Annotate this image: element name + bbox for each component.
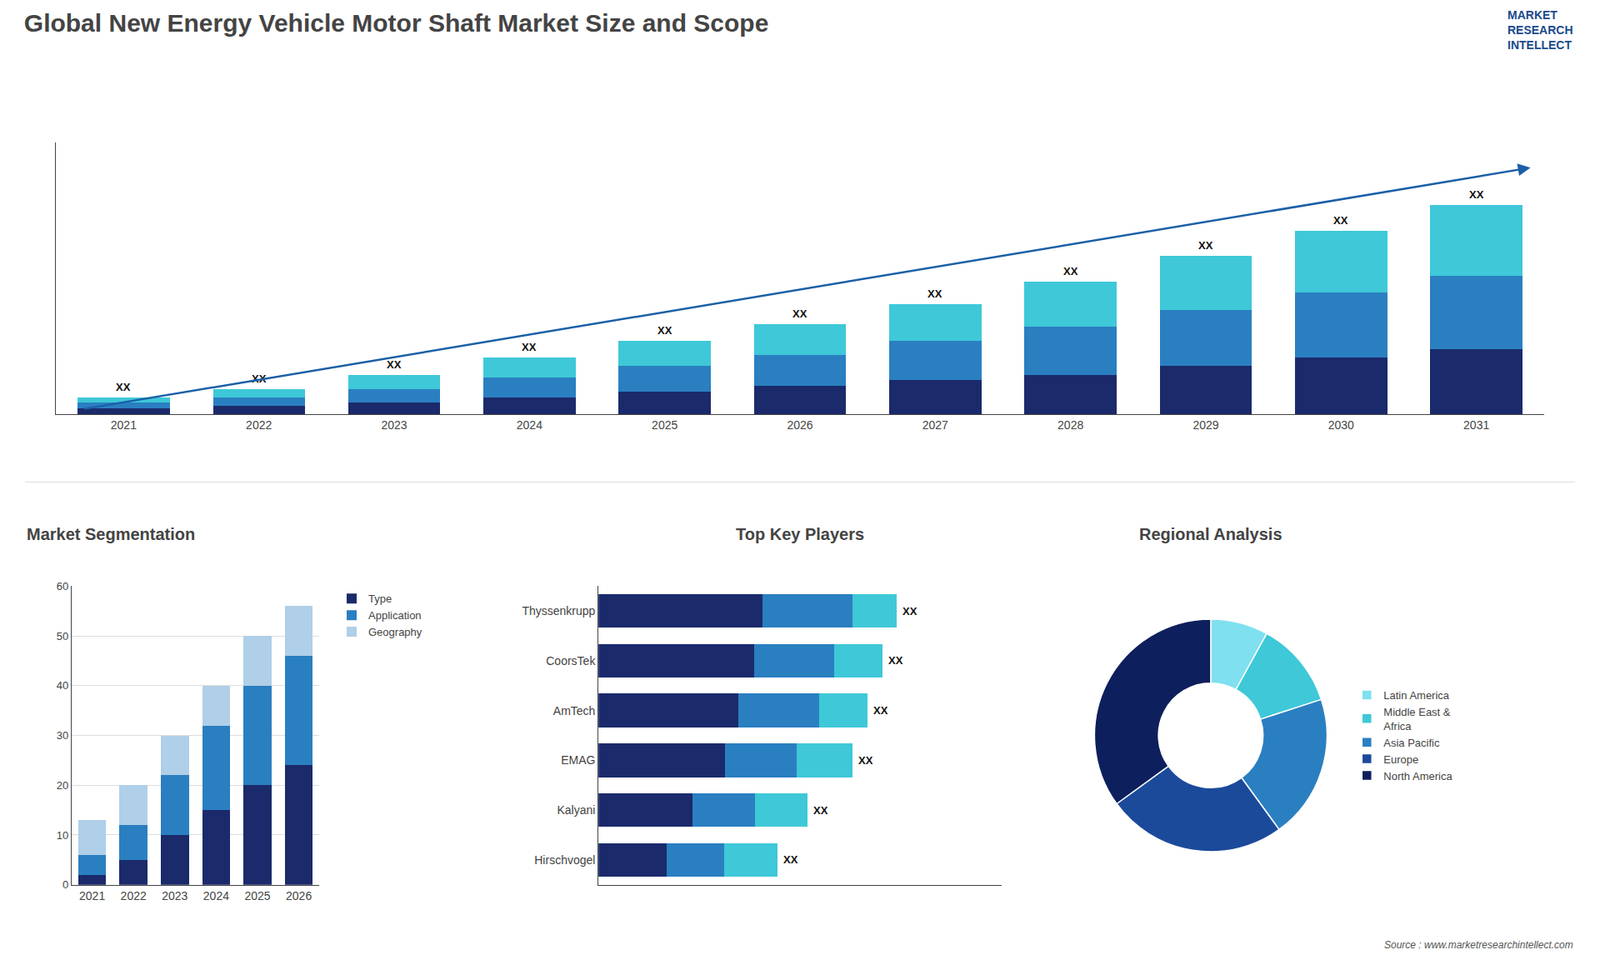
svg-text:Regional Analysis: Regional Analysis — [1139, 525, 1283, 544]
svg-text:XX: XX — [927, 287, 943, 300]
svg-text:XX: XX — [251, 372, 267, 385]
svg-text:2026: 2026 — [285, 889, 312, 903]
svg-text:Global New Energy Vehicle Moto: Global New Energy Vehicle Motor Shaft Ma… — [24, 9, 770, 37]
svg-text:XX: XX — [521, 340, 537, 354]
svg-text:XX: XX — [792, 307, 808, 320]
svg-text:2023: 2023 — [161, 889, 188, 903]
svg-text:XX: XX — [873, 704, 889, 717]
svg-text:30: 30 — [56, 729, 69, 742]
svg-text:2023: 2023 — [380, 418, 407, 432]
svg-text:2030: 2030 — [1328, 418, 1355, 432]
svg-text:EMAG: EMAG — [560, 753, 595, 767]
svg-text:Thyssenkrupp: Thyssenkrupp — [521, 604, 595, 618]
svg-text:AmTech: AmTech — [553, 704, 596, 718]
svg-text:2022: 2022 — [120, 889, 147, 903]
svg-text:2029: 2029 — [1192, 418, 1219, 432]
svg-text:XX: XX — [1333, 214, 1349, 227]
svg-text:2027: 2027 — [922, 418, 949, 432]
svg-text:Kalyani: Kalyani — [556, 803, 595, 817]
svg-text:Europe: Europe — [1383, 753, 1419, 766]
svg-text:2021: 2021 — [79, 889, 105, 903]
svg-text:XX: XX — [888, 654, 904, 667]
svg-text:XX: XX — [813, 804, 829, 817]
svg-text:0: 0 — [62, 878, 69, 891]
svg-text:Asia Pacific: Asia Pacific — [1383, 736, 1440, 750]
svg-text:2025: 2025 — [651, 418, 678, 432]
svg-text:XX: XX — [902, 605, 918, 618]
svg-text:CoorsTek: CoorsTek — [545, 654, 596, 668]
svg-text:50: 50 — [56, 630, 69, 643]
svg-text:XX: XX — [783, 853, 799, 866]
svg-text:20: 20 — [56, 779, 69, 792]
svg-text:10: 10 — [56, 829, 69, 842]
svg-text:40: 40 — [56, 679, 69, 692]
svg-text:Market Segmentation: Market Segmentation — [26, 525, 195, 544]
svg-text:2025: 2025 — [244, 889, 270, 903]
svg-text:2031: 2031 — [1463, 418, 1490, 432]
svg-text:North America: North America — [1383, 770, 1453, 783]
svg-text:Middle East &Africa: Middle East &Africa — [1383, 705, 1451, 733]
svg-text:Type: Type — [368, 592, 392, 605]
svg-text:Hirschvogel: Hirschvogel — [534, 853, 595, 867]
svg-text:XX: XX — [1063, 265, 1079, 278]
svg-text:XX: XX — [1469, 188, 1485, 201]
svg-text:XX: XX — [1198, 239, 1214, 252]
svg-text:2024: 2024 — [203, 889, 230, 903]
svg-text:Source : www.marketresearchint: Source : www.marketresearchintellect.com — [1384, 939, 1574, 951]
svg-text:2024: 2024 — [516, 418, 543, 432]
svg-text:Top Key Players: Top Key Players — [735, 525, 865, 544]
svg-text:Latin America: Latin America — [1383, 689, 1450, 702]
svg-text:MARKETRESEARCHINTELLECT: MARKETRESEARCHINTELLECT — [1507, 8, 1574, 52]
svg-text:XX: XX — [115, 380, 131, 394]
svg-text:2021: 2021 — [110, 418, 137, 432]
svg-text:2026: 2026 — [786, 418, 813, 432]
svg-text:XX: XX — [858, 754, 874, 767]
svg-text:XX: XX — [386, 358, 402, 371]
svg-text:Geography: Geography — [368, 625, 423, 639]
svg-text:60: 60 — [56, 580, 69, 593]
svg-text:Application: Application — [368, 609, 422, 622]
svg-text:XX: XX — [657, 324, 673, 337]
svg-text:2022: 2022 — [245, 418, 272, 432]
svg-text:2028: 2028 — [1057, 418, 1084, 432]
